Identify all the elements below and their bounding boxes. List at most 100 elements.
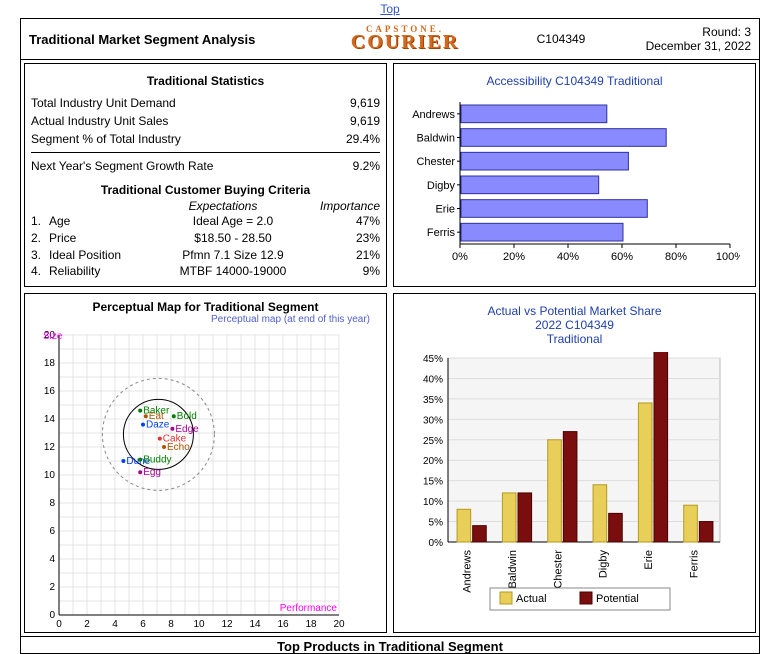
criteria-head-imp: Importance xyxy=(300,199,380,213)
svg-text:0: 0 xyxy=(56,619,62,630)
perceptual-subtitle: Perceptual map (at end of this year) xyxy=(31,314,380,325)
ms-title-3: Traditional xyxy=(400,332,749,346)
accessibility-title: Accessibility C104349 Traditional xyxy=(400,74,749,88)
svg-text:Egg: Egg xyxy=(143,467,161,478)
top-link[interactable]: Top xyxy=(20,0,760,18)
svg-text:Performance: Performance xyxy=(280,603,338,614)
criteria-name: Reliability xyxy=(49,263,146,280)
stats-value: 29.4% xyxy=(320,130,380,148)
svg-text:30%: 30% xyxy=(423,416,443,427)
criteria-imp: 9% xyxy=(320,263,380,280)
criteria-title: Traditional Customer Buying Criteria xyxy=(31,183,380,197)
svg-text:Chester: Chester xyxy=(552,550,564,589)
stats-row: Segment % of Total Industry29.4% xyxy=(31,130,380,148)
svg-text:Digby: Digby xyxy=(427,180,456,192)
svg-text:Buddy: Buddy xyxy=(143,455,171,466)
criteria-exp: MTBF 14000-19000 xyxy=(146,263,320,280)
header-bar: Traditional Market Segment Analysis CAPS… xyxy=(20,18,760,60)
divider xyxy=(31,152,380,153)
stats-row: Total Industry Unit Demand9,619 xyxy=(31,94,380,112)
perceptual-svg: 0022446688101012121414161618182020SizePe… xyxy=(31,325,371,635)
criteria-imp: 21% xyxy=(320,247,380,264)
svg-text:18: 18 xyxy=(305,619,317,630)
svg-text:20%: 20% xyxy=(503,251,525,263)
courier-logo: CAPSTONE. COURIER xyxy=(309,24,501,54)
perceptual-map: Perceptual Map for Traditional Segment P… xyxy=(24,293,387,633)
svg-text:16: 16 xyxy=(44,386,56,397)
svg-text:Echo: Echo xyxy=(167,442,190,453)
svg-text:6: 6 xyxy=(140,619,146,630)
svg-text:4: 4 xyxy=(49,554,55,565)
svg-text:2: 2 xyxy=(84,619,90,630)
svg-text:4: 4 xyxy=(112,619,118,630)
logo-title: COURIER xyxy=(351,31,459,53)
criteria-head-exp: Expectations xyxy=(146,199,300,213)
ms-title-1: Actual vs Potential Market Share xyxy=(400,304,749,318)
svg-text:Bold: Bold xyxy=(177,411,197,422)
stats-panel: Traditional Statistics Total Industry Un… xyxy=(24,63,387,287)
growth-label: Next Year's Segment Growth Rate xyxy=(31,157,320,175)
marketshare-svg: 0%5%10%15%20%25%30%35%40%45%AndrewsBaldw… xyxy=(400,352,740,622)
svg-text:Baldwin: Baldwin xyxy=(507,550,519,589)
svg-text:Chester: Chester xyxy=(416,156,455,168)
svg-text:8: 8 xyxy=(168,619,174,630)
round-date: December 31, 2022 xyxy=(621,39,751,53)
criteria-exp: Ideal Age = 2.0 xyxy=(146,213,320,230)
criteria-exp: Pfmn 7.1 Size 12.9 xyxy=(146,247,320,264)
criteria-row: 2.Price$18.50 - 28.5023% xyxy=(31,230,380,247)
svg-text:0: 0 xyxy=(49,610,55,621)
svg-text:Baldwin: Baldwin xyxy=(416,133,455,145)
svg-text:10: 10 xyxy=(44,470,56,481)
svg-text:15%: 15% xyxy=(423,477,443,488)
criteria-imp: 23% xyxy=(320,230,380,247)
svg-text:Digby: Digby xyxy=(598,550,610,579)
stats-label: Actual Industry Unit Sales xyxy=(31,112,320,130)
svg-text:0%: 0% xyxy=(429,538,444,549)
marketshare-chart: Actual vs Potential Market Share 2022 C1… xyxy=(393,293,756,633)
stats-value: 9,619 xyxy=(320,112,380,130)
svg-text:16: 16 xyxy=(277,619,289,630)
accessibility-chart: Accessibility C104349 Traditional 0%20%4… xyxy=(393,63,756,287)
svg-text:12: 12 xyxy=(44,442,56,453)
perceptual-title: Perceptual Map for Traditional Segment xyxy=(31,300,380,314)
round-info: Round: 3 December 31, 2022 xyxy=(621,25,751,54)
svg-text:80%: 80% xyxy=(665,251,687,263)
svg-text:Andrews: Andrews xyxy=(412,109,455,121)
criteria-name: Age xyxy=(49,213,146,230)
svg-text:12: 12 xyxy=(221,619,233,630)
criteria-row: 4.ReliabilityMTBF 14000-190009% xyxy=(31,263,380,280)
svg-text:5%: 5% xyxy=(429,518,444,529)
criteria-exp: $18.50 - 28.50 xyxy=(146,230,320,247)
svg-text:100%: 100% xyxy=(716,251,740,263)
stats-row: Actual Industry Unit Sales9,619 xyxy=(31,112,380,130)
criteria-name: Price xyxy=(49,230,146,247)
accessibility-svg: 0%20%40%60%80%100%AndrewsBaldwinChesterD… xyxy=(400,94,740,264)
svg-text:Actual: Actual xyxy=(516,593,547,605)
svg-text:Potential: Potential xyxy=(596,593,639,605)
svg-text:Andrews: Andrews xyxy=(462,550,474,593)
svg-text:Ferris: Ferris xyxy=(688,550,700,579)
footer-truncated: Top Products in Traditional Segment xyxy=(20,637,760,654)
criteria-row: 1.AgeIdeal Age = 2.047% xyxy=(31,213,380,230)
svg-text:35%: 35% xyxy=(423,395,443,406)
svg-text:10%: 10% xyxy=(423,497,443,508)
svg-text:40%: 40% xyxy=(557,251,579,263)
svg-text:18: 18 xyxy=(44,358,56,369)
svg-text:14: 14 xyxy=(44,414,56,425)
criteria-imp: 47% xyxy=(320,213,380,230)
ms-title-2: 2022 C104349 xyxy=(400,318,749,332)
svg-text:Daze: Daze xyxy=(146,420,170,431)
svg-text:6: 6 xyxy=(49,526,55,537)
svg-text:8: 8 xyxy=(49,498,55,509)
svg-text:45%: 45% xyxy=(423,354,443,365)
svg-text:10: 10 xyxy=(193,619,205,630)
round-number: Round: 3 xyxy=(621,25,751,39)
svg-text:Erie: Erie xyxy=(643,550,655,570)
svg-text:2: 2 xyxy=(49,582,55,593)
svg-text:Erie: Erie xyxy=(435,204,455,216)
stats-label: Total Industry Unit Demand xyxy=(31,94,320,112)
svg-text:60%: 60% xyxy=(611,251,633,263)
criteria-name: Ideal Position xyxy=(49,247,146,264)
svg-text:20: 20 xyxy=(333,619,345,630)
stats-label: Segment % of Total Industry xyxy=(31,130,320,148)
